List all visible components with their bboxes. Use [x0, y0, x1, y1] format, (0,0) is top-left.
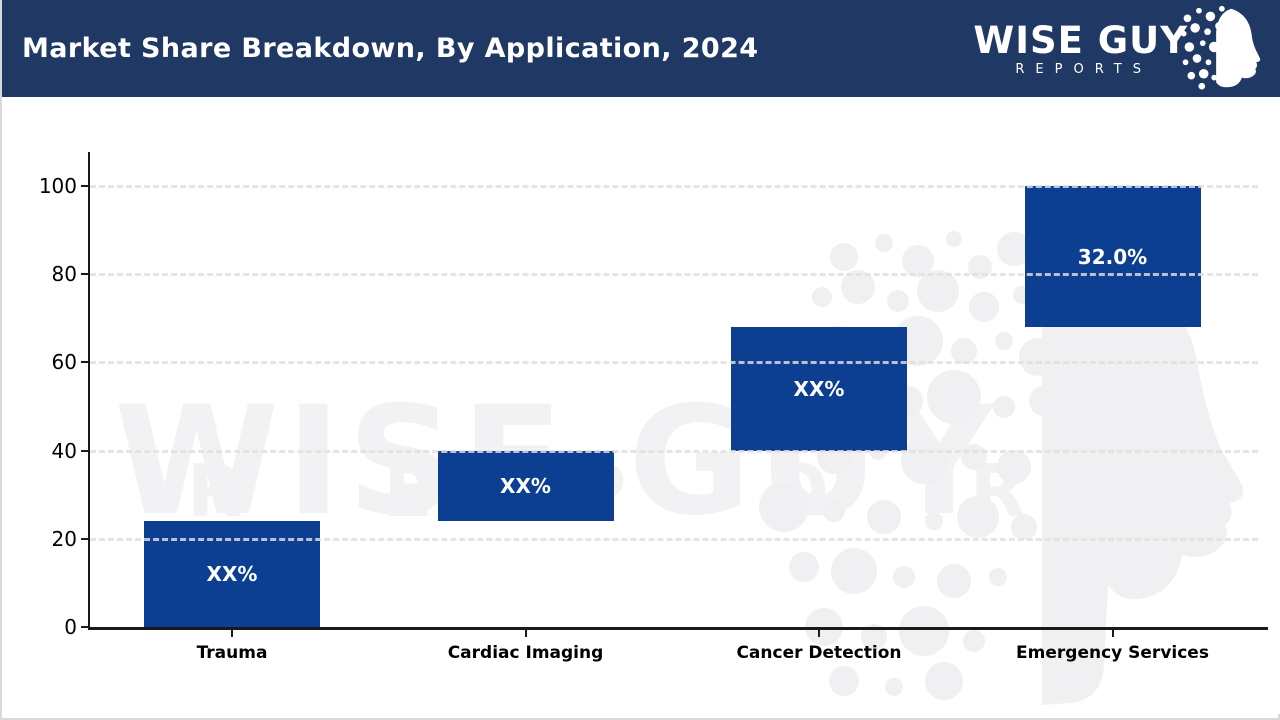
gridline-20 [90, 537, 1258, 541]
y-tick-label: 80 [51, 262, 77, 287]
y-tick [81, 537, 90, 540]
y-tick [81, 361, 90, 364]
y-tick [81, 626, 90, 628]
x-tick [231, 629, 233, 637]
y-tick-label: 100 [38, 174, 77, 198]
chart-title: Market Share Breakdown, By Application, … [22, 33, 759, 64]
y-tick-label: 0 [64, 615, 77, 639]
x-tick [1111, 629, 1114, 637]
y-tick-label: 40 [51, 438, 77, 463]
gridline-40 [90, 449, 1258, 453]
x-axis-spine [88, 627, 1268, 630]
x-category-label: Cardiac Imaging [447, 643, 604, 663]
x-tick [818, 629, 820, 637]
x-category-label: Cancer Detection [736, 643, 902, 663]
x-category-label: Emergency Services [1016, 643, 1209, 663]
logo-text: WISE GUY REPORTS [973, 22, 1188, 76]
bar-value-label: 32.0% [1077, 244, 1148, 269]
y-axis-spine [88, 152, 90, 629]
header-bar: Market Share Breakdown, By Application, … [2, 0, 1280, 97]
gridline-60 [90, 361, 1258, 365]
chart-area: WISE GUY R E P O R T S [2, 97, 1280, 714]
dotted-head-logo-icon [1176, 3, 1262, 95]
logo-subtitle: REPORTS [1015, 61, 1152, 77]
bar-value-label: XX% [793, 376, 845, 401]
y-tick [81, 449, 90, 452]
bar-value-label: XX% [206, 562, 258, 587]
logo-wordmark: WISE GUY [973, 18, 1188, 62]
x-tick [524, 629, 527, 637]
x-category-label: Trauma [196, 643, 268, 663]
y-tick-label: 20 [51, 526, 77, 551]
bar-cardiac-imaging: XX% [437, 450, 614, 522]
y-tick-label: 60 [51, 350, 77, 375]
y-tick [81, 273, 90, 276]
bar-emergency-services: 32.0% [1024, 186, 1201, 328]
bar-cancer-detection: XX% [731, 327, 907, 451]
bar-value-label: XX% [500, 473, 551, 498]
y-tick [81, 185, 90, 187]
gridline-80 [90, 273, 1258, 277]
wise-guy-reports-logo: WISE GUY REPORTS [973, 3, 1262, 95]
gridline-100 [90, 185, 1258, 188]
